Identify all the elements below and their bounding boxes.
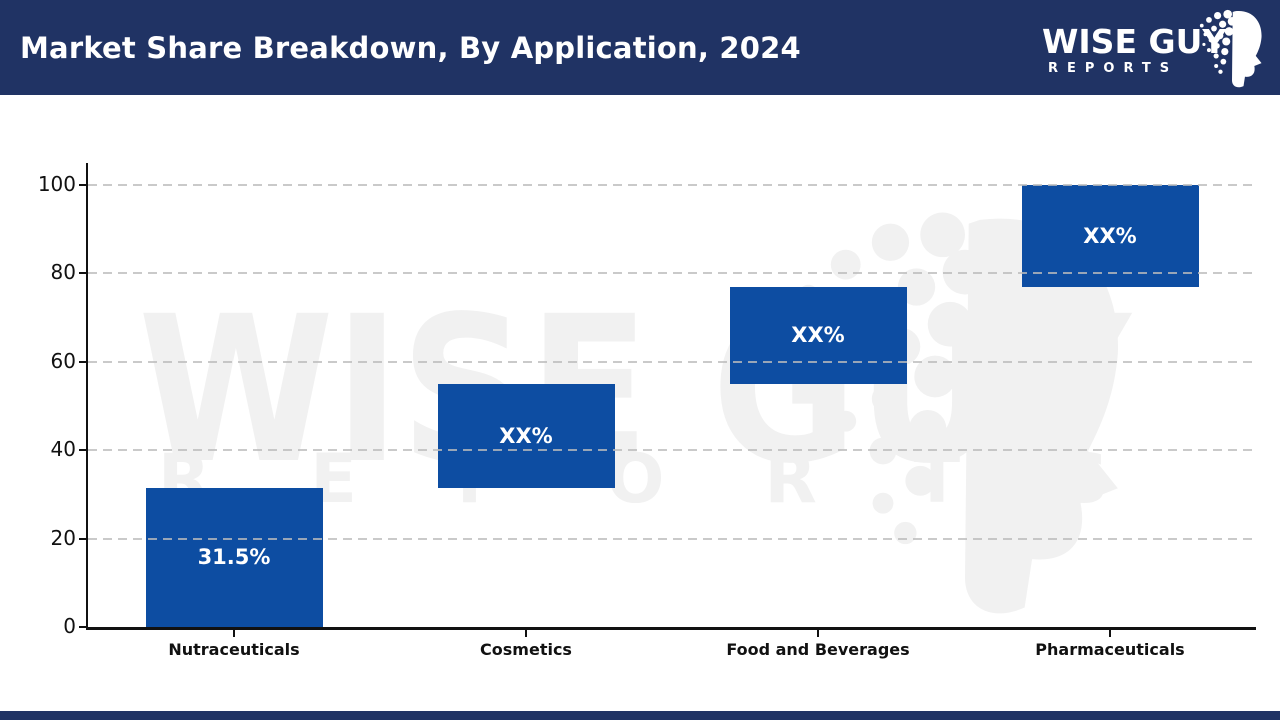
x-tick-mark	[1109, 629, 1111, 637]
footer-band	[0, 711, 1280, 720]
bar-value-label: 31.5%	[197, 545, 271, 570]
y-tick-mark	[79, 537, 87, 540]
bar-nutraceuticals: 31.5%	[145, 487, 323, 627]
bar-value-label: XX%	[499, 423, 553, 448]
gridline-y-20	[88, 537, 1256, 540]
gridline-y-40	[88, 449, 1256, 452]
y-tick-label: 100	[37, 172, 76, 196]
bar-cosmetics: XX%	[437, 383, 615, 488]
y-tick-mark	[79, 272, 87, 275]
page-title: Market Share Breakdown, By Application, …	[20, 30, 801, 65]
logo-wordmark: WISE GUY	[1042, 22, 1227, 61]
x-category-label: Food and Beverages	[726, 640, 910, 659]
y-tick-label: 60	[50, 348, 76, 373]
header-band: Market Share Breakdown, By Application, …	[0, 0, 1280, 95]
y-tick-mark	[79, 449, 87, 452]
logo-head-profile-icon	[1199, 9, 1262, 88]
x-axis-line	[86, 627, 1256, 630]
y-tick-label: 80	[50, 260, 76, 285]
wise-guy-reports-logo: WISE GUY REPORTS	[1008, 6, 1268, 90]
x-tick-mark	[233, 629, 235, 637]
x-category-label: Pharmaceuticals	[1035, 640, 1185, 659]
y-tick-label: 20	[50, 525, 76, 550]
bar-value-label: XX%	[791, 323, 845, 348]
bar-pharmaceuticals: XX%	[1021, 185, 1199, 287]
y-axis-line	[86, 163, 88, 629]
y-tick-label: 0	[63, 614, 76, 638]
y-tick-label: 40	[50, 437, 76, 462]
bar-value-label: XX%	[1083, 223, 1137, 248]
x-tick-mark	[817, 629, 819, 637]
y-tick-mark	[79, 360, 87, 363]
bar-food-and-beverages: XX%	[729, 286, 907, 384]
gridline-y-80	[88, 272, 1256, 275]
gridline-y-60	[88, 360, 1256, 363]
gridline-y-100	[88, 184, 1256, 186]
logo-subtext: REPORTS	[1048, 61, 1179, 76]
x-category-label: Nutraceuticals	[168, 640, 300, 659]
y-tick-mark	[79, 184, 87, 186]
x-tick-mark	[525, 629, 527, 637]
y-tick-mark	[79, 626, 87, 628]
x-category-label: Cosmetics	[480, 640, 572, 659]
